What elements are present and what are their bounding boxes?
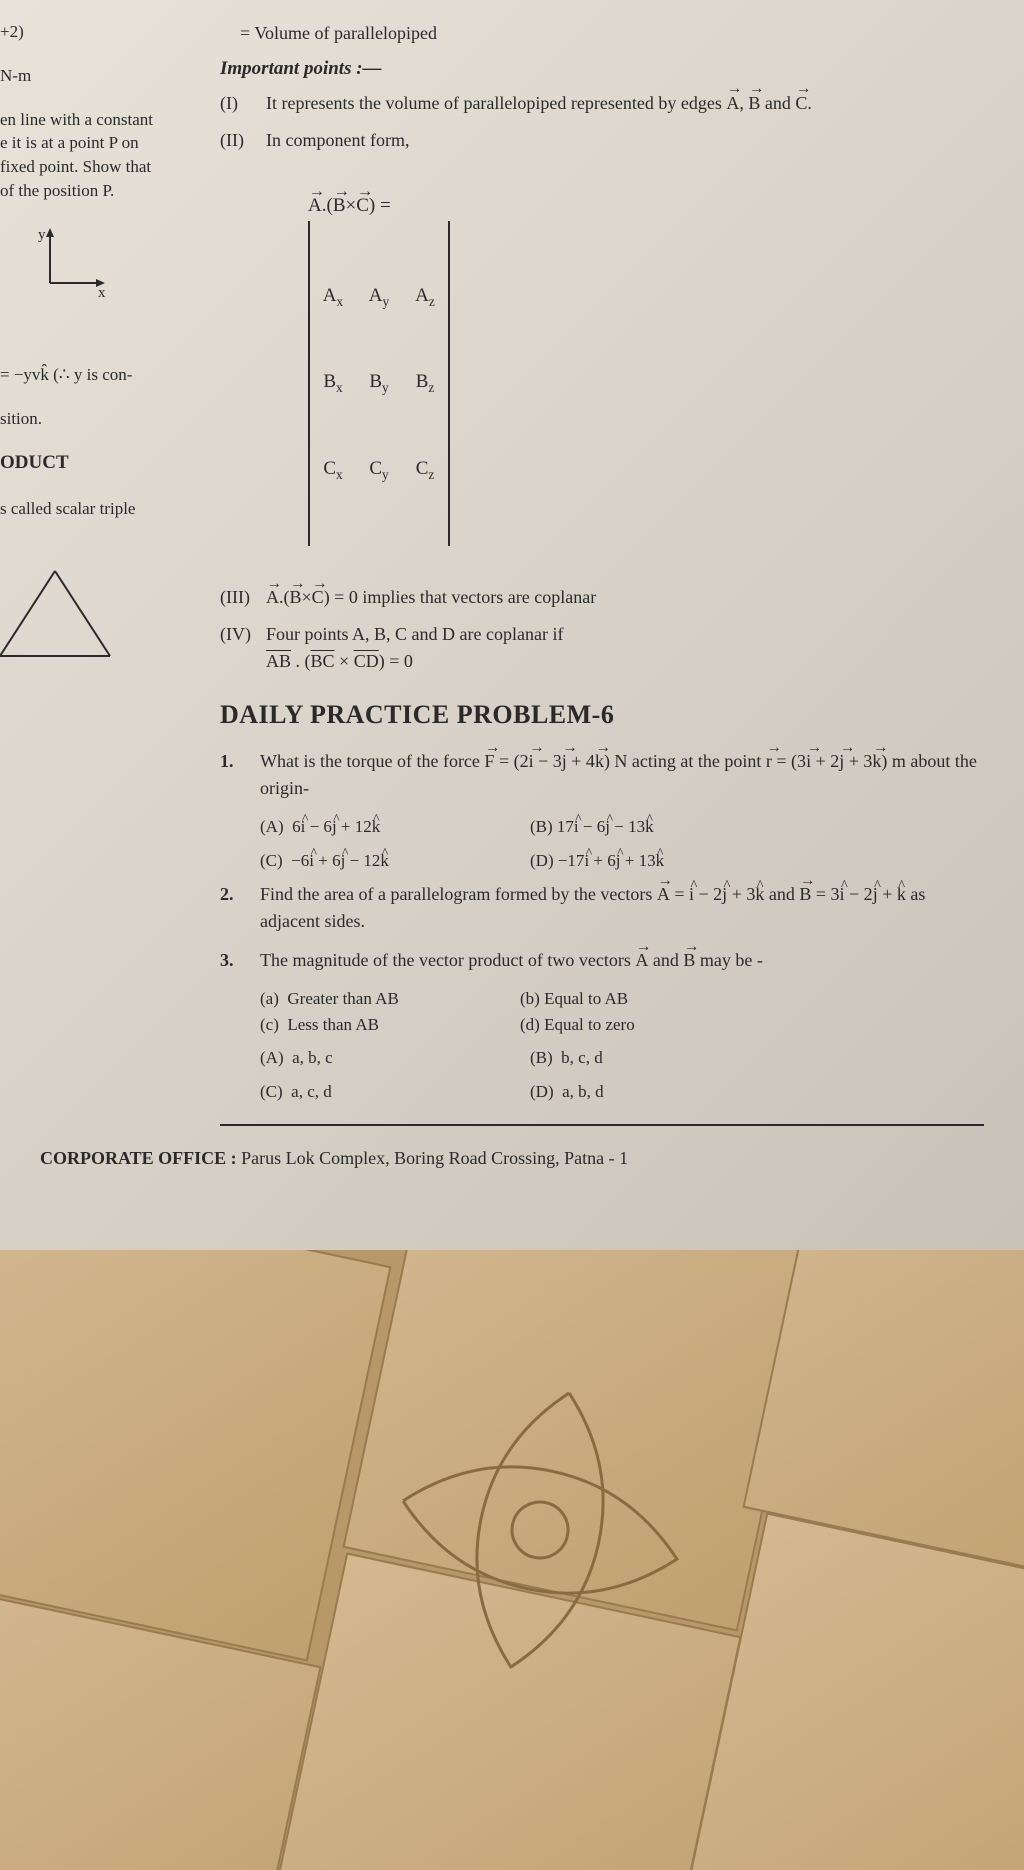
svg-text:y: y [38, 227, 46, 243]
point-num: (IV) [220, 621, 250, 675]
option-d: (D) −17i + 6j + 13k [530, 848, 760, 874]
tile-pattern-icon [340, 1330, 740, 1730]
q3-sub-options: (a) Greater than AB (b) Equal to AB (c) … [260, 986, 984, 1037]
determinant-equation: A.(B×C) = AxAyAz BxByBz CxCyCz [270, 164, 984, 575]
point-1: (I) It represents the volume of parallel… [220, 90, 984, 117]
point-text: It represents the volume of parallelopip… [266, 90, 984, 117]
option-d: (D) a, b, d [530, 1079, 760, 1105]
point-text: Four points A, B, C and D are coplanar i… [266, 621, 984, 675]
option-c: (C) a, c, d [260, 1079, 490, 1105]
important-points-heading: Important points :— [220, 55, 984, 84]
page: +2) N-m en line with a constant e it is … [0, 0, 1024, 1250]
floor-background [0, 1250, 1024, 1870]
option-b: (B) 17i − 6j − 13k [530, 814, 760, 840]
question-2: 2. Find the area of a parallelogram form… [220, 881, 984, 935]
sub-opt-b-text: Equal to AB [544, 989, 628, 1008]
point-num: (II) [220, 127, 250, 154]
axis-diagram: y x [30, 223, 110, 303]
point-text: In component form, [266, 127, 984, 154]
option-a: (A) 6i − 6j + 12k [260, 814, 490, 840]
opt-c-text: a, c, d [291, 1082, 332, 1101]
right-column: = Volume of parallelopiped Important poi… [220, 20, 984, 1136]
q1-options: (A) 6i − 6j + 12k (B) 17i − 6j − 13k (C)… [260, 814, 984, 873]
q-text: The magnitude of the vector product of t… [260, 947, 984, 974]
option-b: (B) b, c, d [530, 1045, 760, 1071]
q3-options: (A) a, b, c (B) b, c, d (C) a, c, d (D) … [260, 1045, 984, 1104]
option-a: (A) a, b, c [260, 1045, 490, 1071]
point-num: (III) [220, 584, 250, 611]
triangle-diagram [0, 561, 200, 668]
point-num: (I) [220, 90, 250, 117]
left-fragment-2: N-m [0, 64, 200, 88]
point-text: A.(B×C) = 0 implies that vectors are cop… [266, 584, 984, 611]
left-fragment-3: en line with a constant e it is at a poi… [0, 108, 200, 203]
question-3: 3. The magnitude of the vector product o… [220, 947, 984, 974]
point-3: (III) A.(B×C) = 0 implies that vectors a… [220, 584, 984, 611]
sub-opt-b: (b) Equal to AB [520, 986, 750, 1012]
sub-opt-c-text: Less than AB [287, 1015, 379, 1034]
footer-divider [220, 1124, 984, 1126]
q-text: What is the torque of the force F = (2i … [260, 748, 984, 802]
sub-opt-c: (c) Less than AB [260, 1012, 490, 1038]
q-text: Find the area of a parallelogram formed … [260, 881, 984, 935]
sub-opt-a: (a) Greater than AB [260, 986, 490, 1012]
volume-equation: = Volume of parallelopiped [240, 20, 984, 47]
sub-opt-d: (d) Equal to zero [520, 1012, 750, 1038]
q-num: 3. [220, 947, 244, 974]
left-fragment-4: = −yvk̂ (∴ y is con- [0, 363, 200, 387]
footer: CORPORATE OFFICE : Parus Lok Complex, Bo… [40, 1148, 984, 1169]
question-1: 1. What is the torque of the force F = (… [220, 748, 984, 802]
point-4-pre: Four points A, B, C and D are coplanar i… [266, 624, 563, 644]
sub-opt-d-text: Equal to zero [544, 1015, 635, 1034]
footer-label: CORPORATE OFFICE : [40, 1148, 237, 1168]
svg-text:x: x [98, 285, 106, 301]
two-column-layout: +2) N-m en line with a constant e it is … [0, 20, 984, 1136]
opt-b-text: b, c, d [561, 1048, 603, 1067]
left-column: +2) N-m en line with a constant e it is … [0, 20, 200, 1136]
point-2: (II) In component form, [220, 127, 984, 154]
left-fragment-5: sition. [0, 407, 200, 431]
option-c: (C) −6i + 6j − 12k [260, 848, 490, 874]
footer-text: Parus Lok Complex, Boring Road Crossing,… [241, 1148, 628, 1168]
left-fragment-6: ODUCT [0, 450, 200, 477]
q-num: 1. [220, 748, 244, 802]
q-num: 2. [220, 881, 244, 935]
left-fragment-7: s called scalar triple [0, 497, 200, 521]
opt-a-text: a, b, c [292, 1048, 333, 1067]
opt-d-text: a, b, d [562, 1082, 604, 1101]
left-fragment-1: +2) [0, 20, 200, 44]
point-4: (IV) Four points A, B, C and D are copla… [220, 621, 984, 675]
dpp-heading: DAILY PRACTICE PROBLEM-6 [220, 695, 984, 734]
sub-opt-a-text: Greater than AB [287, 989, 398, 1008]
